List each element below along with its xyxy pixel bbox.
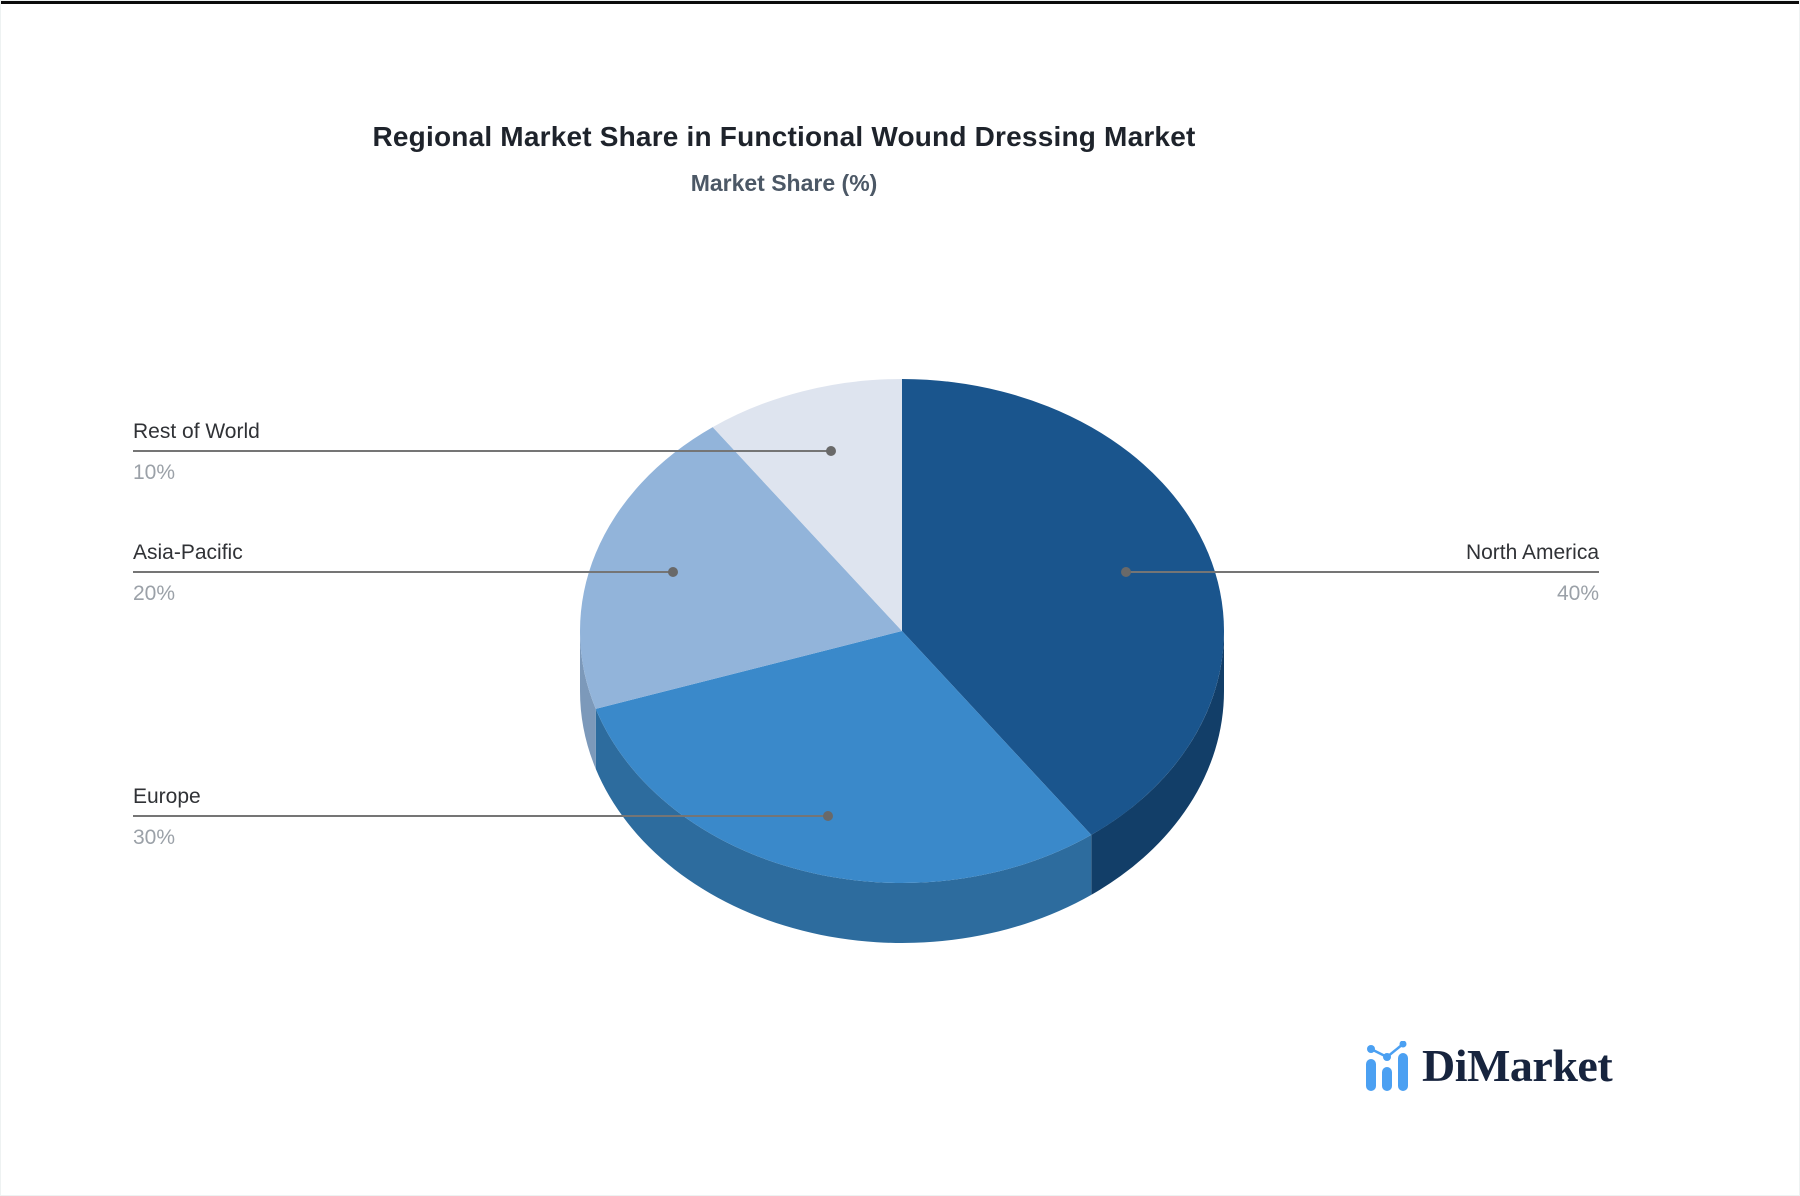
leader-dot — [1121, 567, 1131, 577]
callout-europe: Europe 30% — [133, 783, 833, 851]
leader-dot — [826, 446, 836, 456]
slice-label: Rest of World — [133, 420, 260, 443]
top-border — [1, 1, 1799, 4]
pie-slice — [712, 379, 902, 631]
callout-rest-of-world: Rest of World 10% — [133, 418, 836, 486]
dimarket-logo: DiMarket — [1364, 1040, 1613, 1091]
pie-slice — [595, 708, 1092, 943]
chart-subtitle: Market Share (%) — [690, 170, 878, 196]
callout-asia-pacific: Asia-Pacific 20% — [133, 539, 678, 607]
leader-line — [133, 567, 678, 577]
pie-slice — [1091, 631, 1224, 895]
leader-line — [133, 811, 833, 821]
slice-percent: 10% — [133, 461, 176, 484]
logo-text: DiMarket — [1422, 1040, 1613, 1091]
slice-percent: 30% — [133, 826, 176, 849]
mini-bar-line-chart-icon — [1366, 1041, 1408, 1091]
leader-line — [133, 446, 836, 456]
pie-slice — [902, 379, 1224, 835]
chart-title: Regional Market Share in Functional Woun… — [372, 121, 1196, 152]
slice-percent: 40% — [1556, 582, 1599, 605]
slice-label: North America — [1465, 541, 1599, 564]
pie-slice — [595, 631, 1092, 884]
leader-dot — [668, 567, 678, 577]
pie-slice — [580, 631, 596, 769]
slice-label: Asia-Pacific — [133, 541, 243, 564]
leader-line — [1121, 567, 1599, 577]
slice-percent: 20% — [133, 582, 176, 605]
callout-north-america: North America 40% — [1121, 539, 1599, 607]
leader-dot — [823, 811, 833, 821]
pie-slice — [580, 427, 902, 709]
slice-label: Europe — [133, 785, 201, 808]
